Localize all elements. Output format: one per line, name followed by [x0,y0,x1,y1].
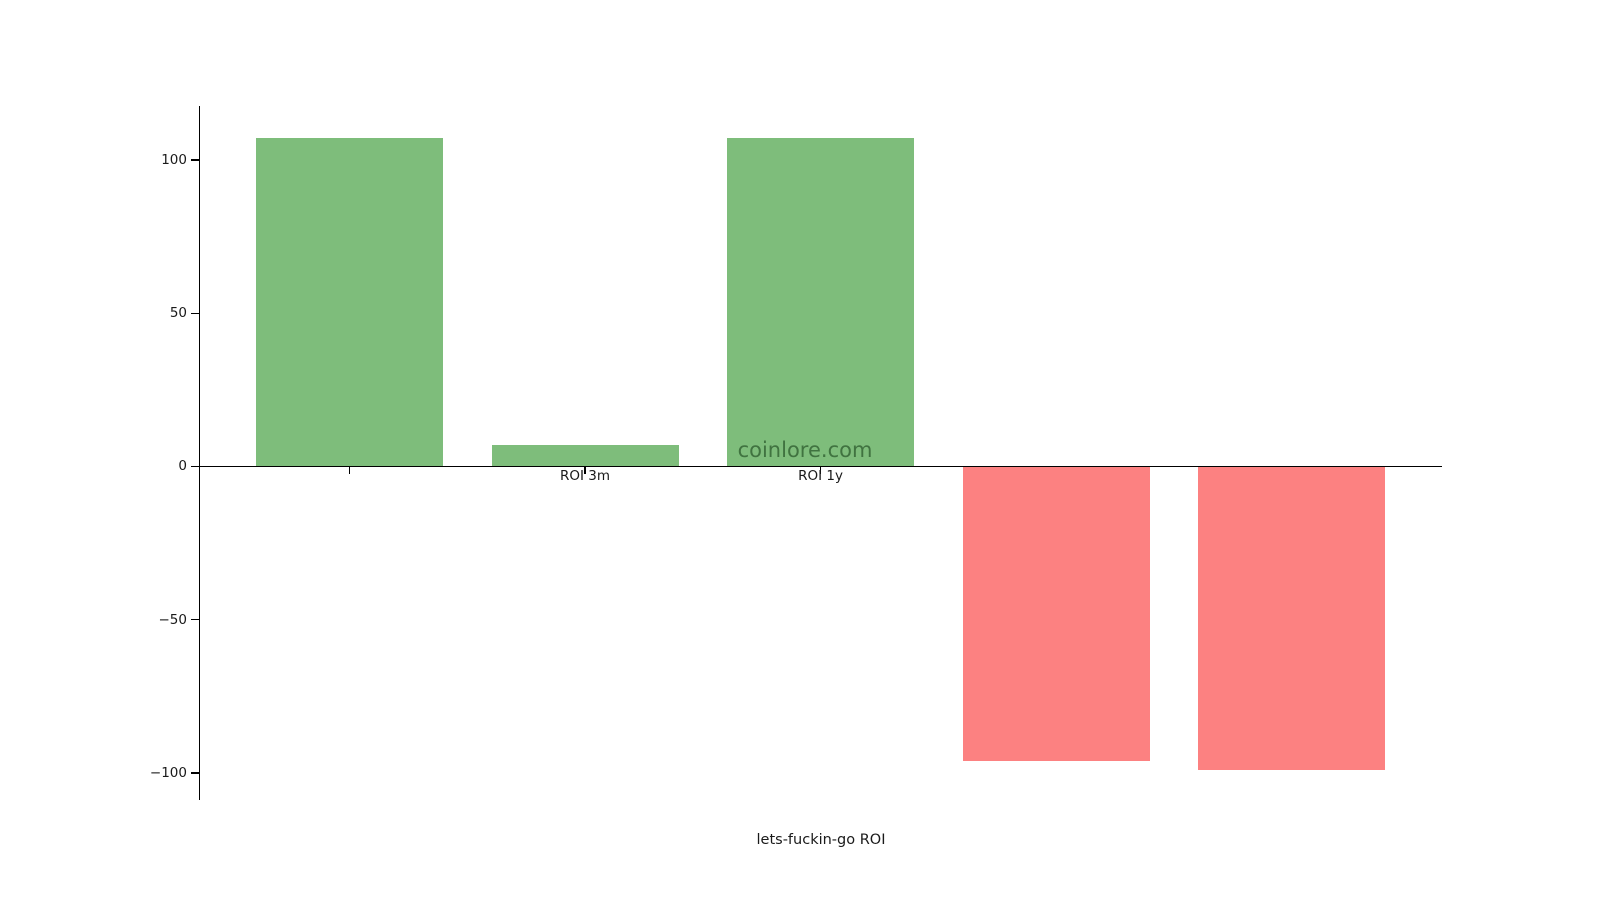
bar-unlabeled-4 [1198,466,1385,770]
x-tick-label-1: ROI 3m [559,468,611,485]
x-tick-0 [348,467,351,475]
bar-roi-1y [727,138,914,467]
x-tick-2 [819,467,822,475]
watermark-text: coinlore.com [737,438,873,462]
x-axis-spine [197,465,1442,468]
y-axis-spine [199,106,201,800]
x-axis-title: lets-fuckin-go ROI [756,832,886,848]
y-tick-label-3: −50 [158,611,188,628]
bar-unlabeled-3 [962,466,1150,761]
x-tick-1 [584,467,586,475]
bar-roi-3m [491,445,679,467]
y-tick-0 [191,159,199,161]
y-tick-4 [191,772,199,774]
y-tick-label-2: 0 [178,458,187,475]
y-tick-label-4: −100 [149,765,187,782]
x-tick-label-2: ROI 1y [798,468,843,485]
y-tick-3 [191,619,199,621]
y-tick-label-1: 50 [169,305,187,322]
y-tick-2 [191,465,199,468]
y-tick-1 [191,312,199,314]
bar-unlabeled-0 [256,138,443,467]
y-tick-label-0: 100 [161,151,187,168]
